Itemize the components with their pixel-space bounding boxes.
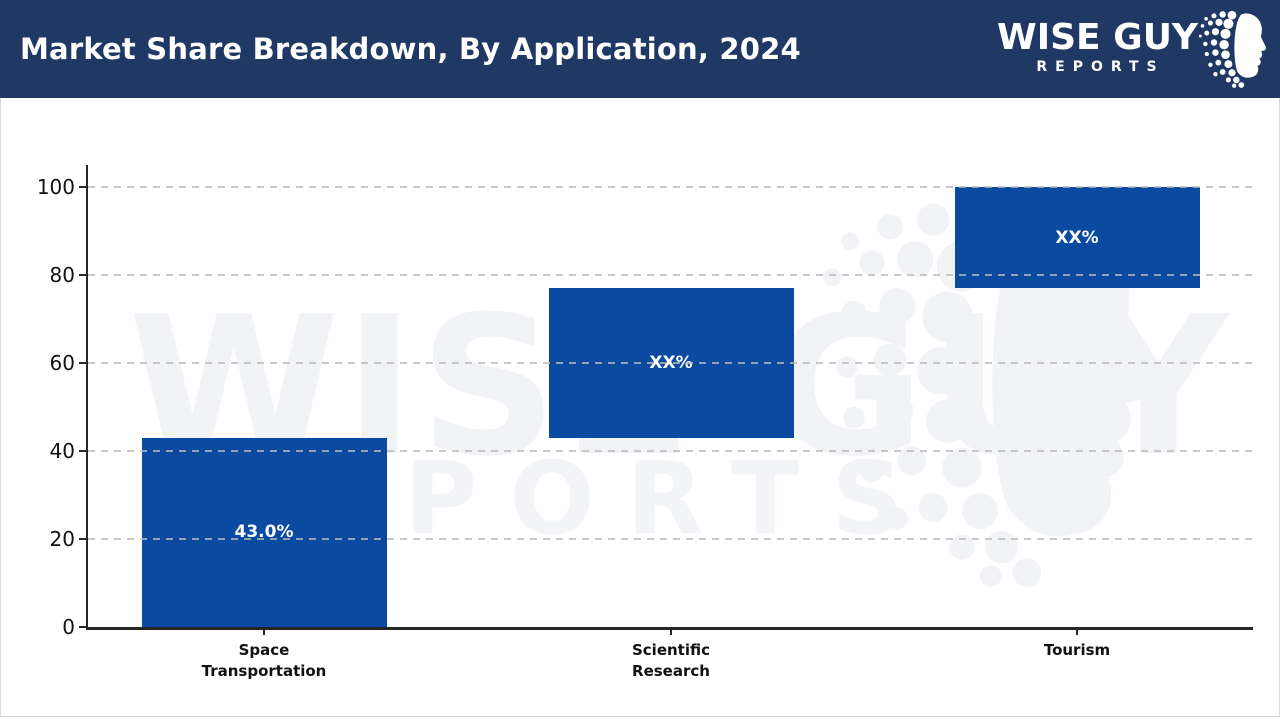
y-tick-100 bbox=[79, 186, 88, 188]
y-tick-label-80: 80 bbox=[49, 263, 75, 287]
wiseguy-face-icon bbox=[1198, 10, 1267, 88]
bar-value-label-tourism: XX% bbox=[1055, 227, 1099, 248]
gridline-100 bbox=[88, 186, 1253, 188]
y-tick-80 bbox=[79, 274, 88, 276]
bar-tourism: XX% bbox=[954, 187, 1200, 289]
logo-wordmark-line2: REPORTS bbox=[1036, 59, 1165, 75]
gridline-60 bbox=[88, 362, 1253, 364]
chart-title: Market Share Breakdown, By Application, … bbox=[20, 32, 801, 66]
chart-area: WISE GUY REPORTS 02040608010043.0%SpaceT… bbox=[0, 98, 1280, 717]
logo-wordmark-line1: WISE GUY bbox=[996, 17, 1198, 58]
gridline-20 bbox=[88, 538, 1253, 540]
x-label-scientific-research: Scientific Research bbox=[631, 641, 710, 680]
y-tick-0 bbox=[79, 626, 88, 628]
y-tick-40 bbox=[79, 450, 88, 452]
logo-wordmark: WISE GUY REPORTS bbox=[996, 17, 1198, 76]
y-tick-label-40: 40 bbox=[49, 439, 75, 463]
wiseguy-logo: WISE GUY REPORTS bbox=[997, 4, 1270, 94]
gridline-80 bbox=[88, 274, 1253, 276]
header-banner: Market Share Breakdown, By Application, … bbox=[0, 0, 1280, 98]
x-tick-space-transportation bbox=[263, 628, 265, 635]
x-label-tourism: Tourism bbox=[1043, 641, 1111, 659]
bar-value-label-space-transportation: 43.0% bbox=[234, 522, 294, 543]
x-tick-tourism bbox=[1076, 628, 1078, 635]
x-label-space-transportation: Space Transportation bbox=[201, 641, 327, 680]
y-tick-20 bbox=[79, 538, 88, 540]
y-axis-spine bbox=[86, 165, 88, 629]
gridline-40 bbox=[88, 450, 1253, 452]
x-tick-scientific-research bbox=[670, 628, 672, 635]
y-tick-label-20: 20 bbox=[49, 527, 75, 551]
x-axis-spine bbox=[86, 627, 1253, 630]
y-tick-label-0: 0 bbox=[62, 615, 75, 639]
bar-space-transportation: 43.0% bbox=[141, 437, 387, 627]
y-tick-label-100: 100 bbox=[36, 175, 75, 199]
y-tick-label-60: 60 bbox=[49, 351, 75, 375]
y-tick-60 bbox=[79, 362, 88, 364]
